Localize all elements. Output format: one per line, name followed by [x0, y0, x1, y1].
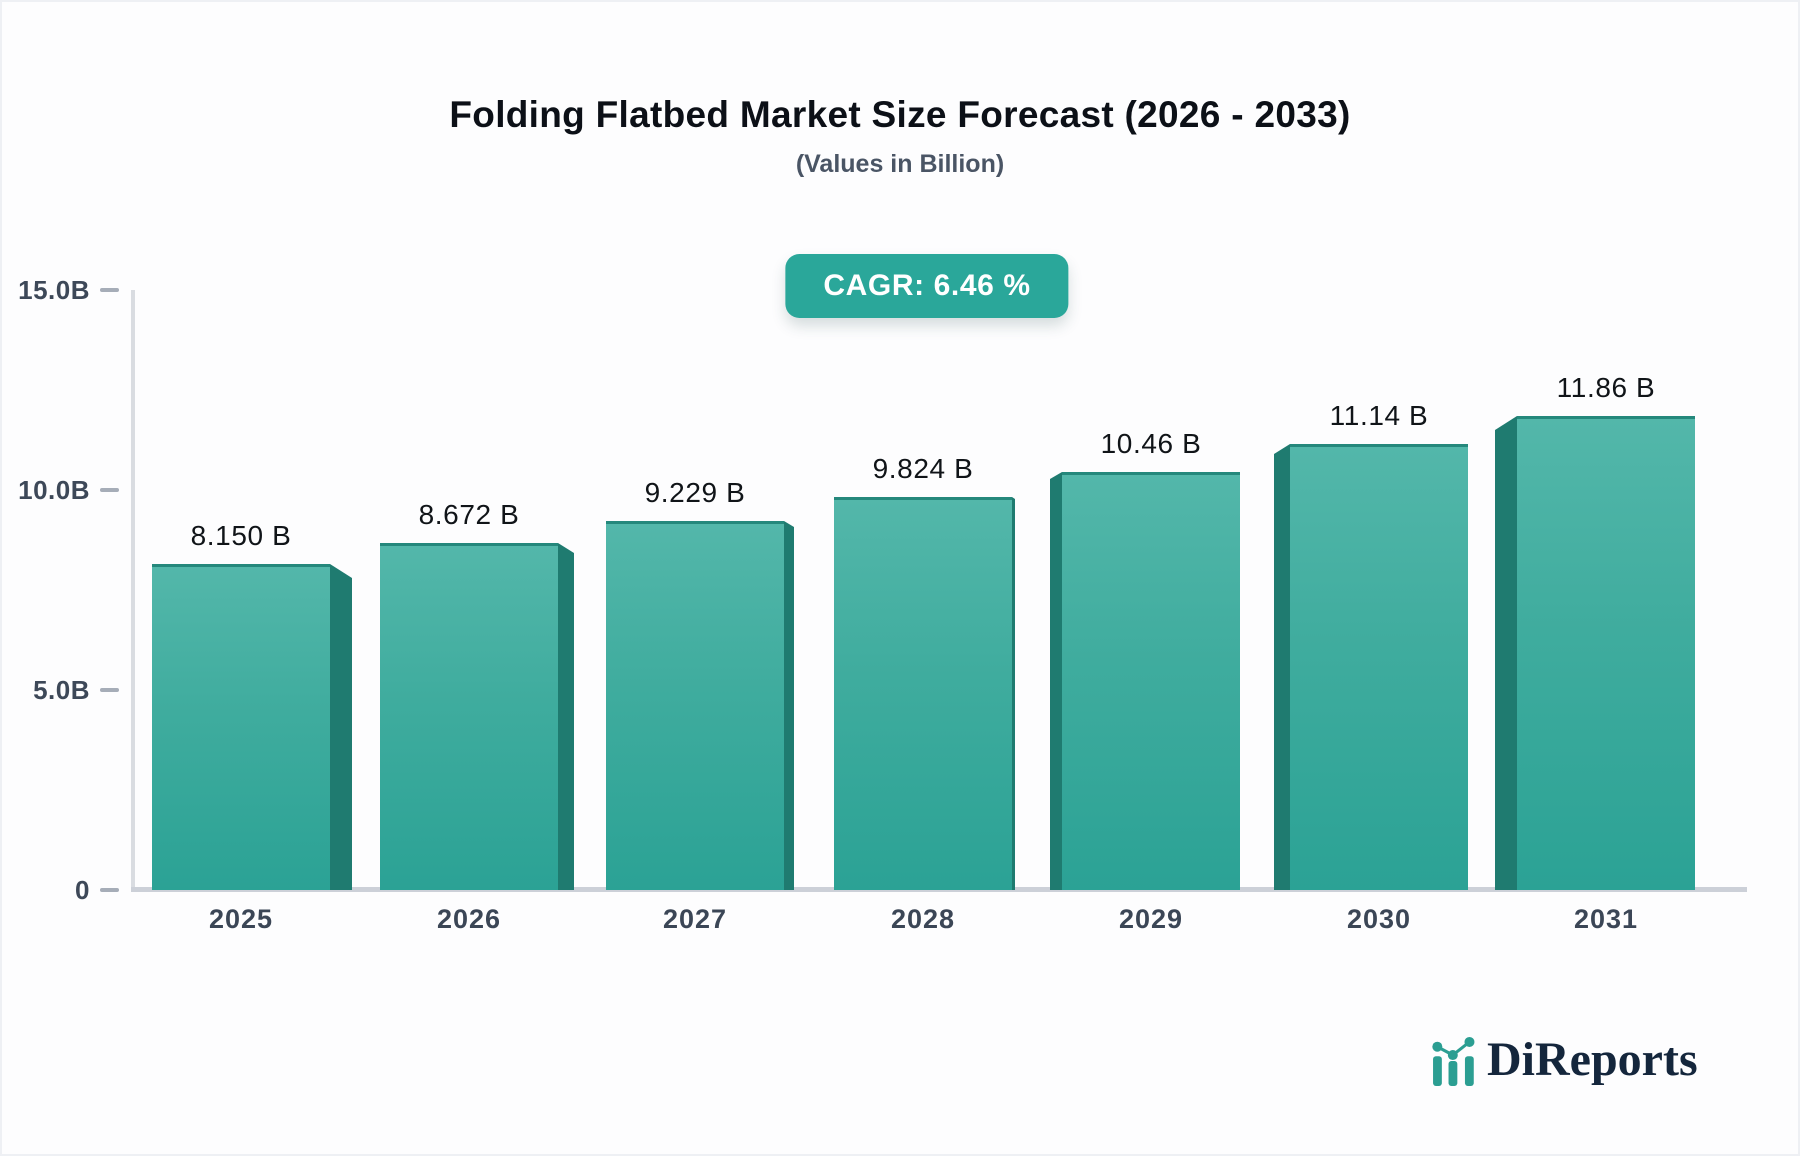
x-tick-label: 2031: [1573, 904, 1639, 934]
bar-value-label: 8.150 B: [190, 520, 292, 551]
bar-side: [1495, 416, 1517, 890]
x-tick-label: 2028: [890, 904, 956, 934]
y-axis-line: [131, 290, 135, 890]
x-tick-label: 2025: [208, 904, 274, 934]
cagr-badge: CAGR: 6.46 %: [785, 254, 1069, 318]
bar-face: [152, 564, 330, 890]
y-tick-label: 10.0B: [18, 475, 90, 505]
bar-face: [606, 521, 784, 890]
chart-subtitle: (Values in Billion): [795, 150, 1005, 178]
x-tick-label: 2030: [1346, 904, 1412, 934]
bar-value-label: 11.14 B: [1329, 400, 1429, 431]
bar-value-label: 10.46 B: [1100, 428, 1202, 459]
bar-face: [380, 543, 558, 890]
bar-face: [1517, 416, 1695, 890]
bar-value-label: 9.229 B: [644, 477, 746, 508]
bar-face: [834, 497, 1012, 890]
bar-side: [558, 543, 574, 890]
bar-side: [1012, 497, 1015, 890]
bar-value-label: 11.86 B: [1556, 372, 1656, 403]
x-tick-label: 2027: [662, 904, 728, 934]
y-tick-mark: [100, 688, 119, 692]
bar-side: [784, 521, 794, 890]
bar-chart-icon: [1432, 1036, 1475, 1086]
bar-side: [1274, 444, 1290, 890]
bar-side: [330, 564, 352, 890]
y-tick-label: 15.0B: [18, 275, 90, 305]
chart-title: Folding Flatbed Market Size Forecast (20…: [449, 94, 1351, 135]
bar-value-label: 8.672 B: [418, 499, 520, 530]
bar-side: [1050, 472, 1062, 890]
brand-logo-text: DiReports: [1487, 1033, 1698, 1086]
y-tick-mark: [100, 288, 119, 292]
bar-face: [1062, 472, 1240, 890]
x-tick-label: 2029: [1118, 904, 1184, 934]
y-tick-mark: [100, 488, 119, 492]
bar-face: [1290, 444, 1468, 890]
y-tick-label: 5.0B: [33, 675, 90, 705]
y-tick-mark: [100, 888, 119, 892]
y-tick-label: 0: [75, 875, 90, 905]
x-tick-label: 2026: [436, 904, 502, 934]
brand-logo: DiReports: [1430, 1034, 1698, 1086]
bar-value-label: 9.824 B: [872, 453, 974, 484]
